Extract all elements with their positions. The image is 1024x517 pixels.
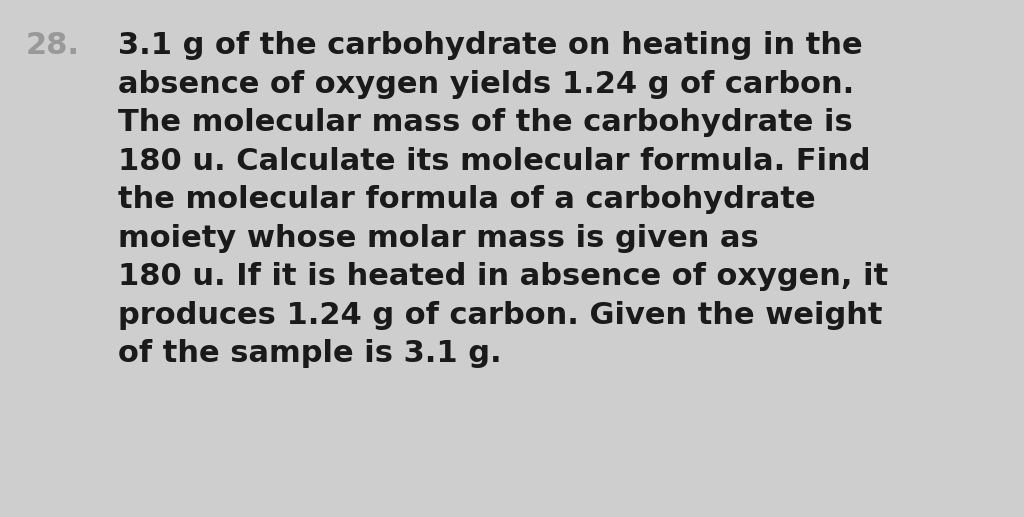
Text: The molecular mass of the carbohydrate is: The molecular mass of the carbohydrate i… <box>118 108 853 137</box>
Text: absence of oxygen yields 1.24 g of carbon.: absence of oxygen yields 1.24 g of carbo… <box>118 69 854 99</box>
Text: 3.1 g of the carbohydrate on heating in the: 3.1 g of the carbohydrate on heating in … <box>118 31 862 60</box>
Text: moiety whose molar mass is given as: moiety whose molar mass is given as <box>118 223 759 252</box>
Text: 28.: 28. <box>26 31 80 60</box>
Text: produces 1.24 g of carbon. Given the weight: produces 1.24 g of carbon. Given the wei… <box>118 300 883 329</box>
Text: 180 u. If it is heated in absence of oxygen, it: 180 u. If it is heated in absence of oxy… <box>118 262 888 291</box>
Text: of the sample is 3.1 g.: of the sample is 3.1 g. <box>118 339 502 368</box>
Text: the molecular formula of a carbohydrate: the molecular formula of a carbohydrate <box>118 185 815 214</box>
Text: 180 u. Calculate its molecular formula. Find: 180 u. Calculate its molecular formula. … <box>118 146 870 175</box>
